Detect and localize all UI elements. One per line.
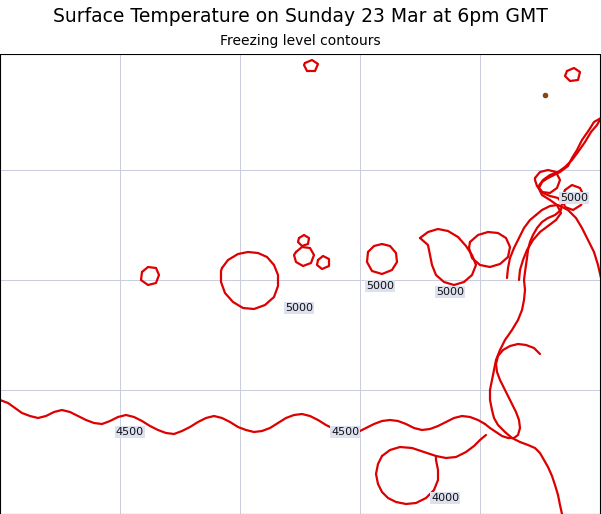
Text: 5000: 5000: [366, 281, 394, 291]
Text: 5000: 5000: [285, 303, 313, 313]
Text: 4500: 4500: [331, 427, 359, 437]
Text: 4500: 4500: [116, 427, 144, 437]
Text: Surface Temperature on Sunday 23 Mar at 6pm GMT: Surface Temperature on Sunday 23 Mar at …: [53, 7, 548, 26]
Text: Freezing level contours: Freezing level contours: [220, 33, 381, 47]
Text: 4000: 4000: [431, 493, 459, 503]
Text: 5000: 5000: [436, 287, 464, 297]
Text: 5000: 5000: [560, 193, 588, 203]
